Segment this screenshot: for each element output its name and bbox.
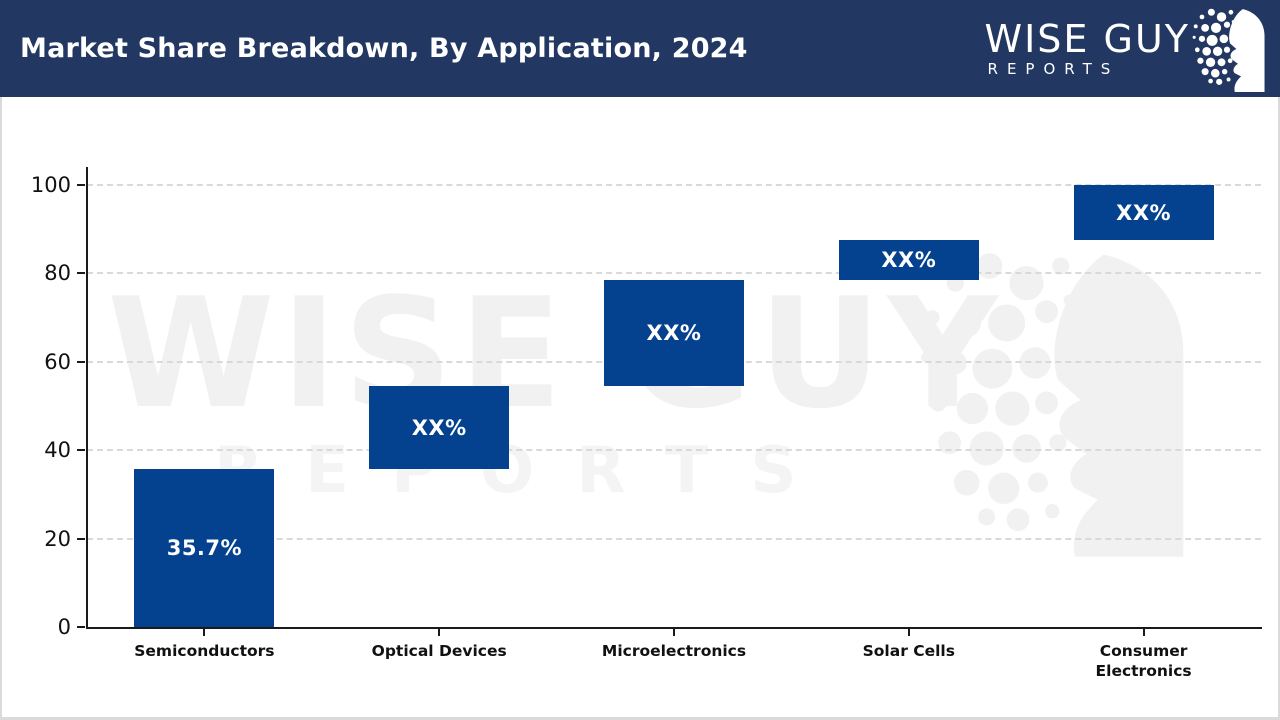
x-tick-mark (438, 629, 441, 636)
x-tick-label-consumer-electronics: Consumer Electronics (1095, 642, 1192, 681)
x-tick-mark (203, 629, 206, 636)
logo-subtext: REPORTS (987, 60, 1120, 79)
x-tick-label-microelectronics: Microelectronics (601, 642, 747, 660)
bar-value-label: 35.7% (166, 536, 243, 561)
gridline (87, 537, 1261, 540)
x-tick-label-solar-cells: Solar Cells (862, 642, 955, 660)
bar-value-label: XX% (881, 248, 937, 273)
x-tick-mark (1142, 629, 1145, 636)
logo: WISE GUY REPORTS (985, 6, 1268, 92)
chart-canvas: WISE GUY REPORTS 0 20 40 60 80 100 35.7% Semico… (0, 97, 1280, 720)
bar-solar-cells: XX% (838, 240, 979, 281)
y-tick-mark (77, 537, 85, 540)
bar-microelectronics: XX% (604, 280, 744, 387)
gridline (87, 449, 1261, 452)
x-tick-label-semiconductors: Semiconductors (134, 642, 275, 660)
y-tick-label: 40 (44, 438, 71, 463)
y-tick-mark (77, 449, 85, 452)
bar-value-label: XX% (646, 321, 702, 346)
gridline (87, 272, 1261, 275)
plot-area: 0 20 40 60 80 100 35.7% Semiconductors XX% Optica… (2, 97, 1280, 720)
y-tick-mark (77, 360, 85, 363)
x-tick-mark (907, 629, 910, 636)
logo-wordmark: WISE GUY (984, 16, 1190, 61)
y-tick-mark (77, 626, 85, 628)
y-tick-mark (77, 272, 85, 275)
bar-value-label: XX% (411, 415, 467, 440)
x-axis-line (86, 627, 1262, 629)
chart-title: Market Share Breakdown, By Application, … (20, 33, 748, 64)
y-tick-label: 20 (44, 526, 71, 551)
logo-face-icon (1186, 6, 1268, 92)
logo-text: WISE GUY REPORTS (984, 16, 1190, 79)
x-tick-label-optical-devices: Optical Devices (371, 642, 507, 660)
y-tick-mark (77, 184, 85, 186)
bar-value-label: XX% (1116, 200, 1172, 225)
bar-semiconductors: 35.7% (134, 469, 275, 627)
gridline (87, 184, 1261, 186)
bar-optical-devices: XX% (369, 386, 510, 470)
y-tick-label: 80 (44, 261, 71, 286)
bar-consumer-electronics: XX% (1073, 185, 1214, 241)
y-tick-label: 0 (57, 615, 71, 639)
y-axis-line (86, 167, 88, 629)
y-tick-label: 60 (44, 349, 71, 374)
header-bar: Market Share Breakdown, By Application, … (0, 0, 1280, 97)
x-tick-mark (673, 629, 675, 636)
y-tick-label: 100 (30, 173, 71, 197)
